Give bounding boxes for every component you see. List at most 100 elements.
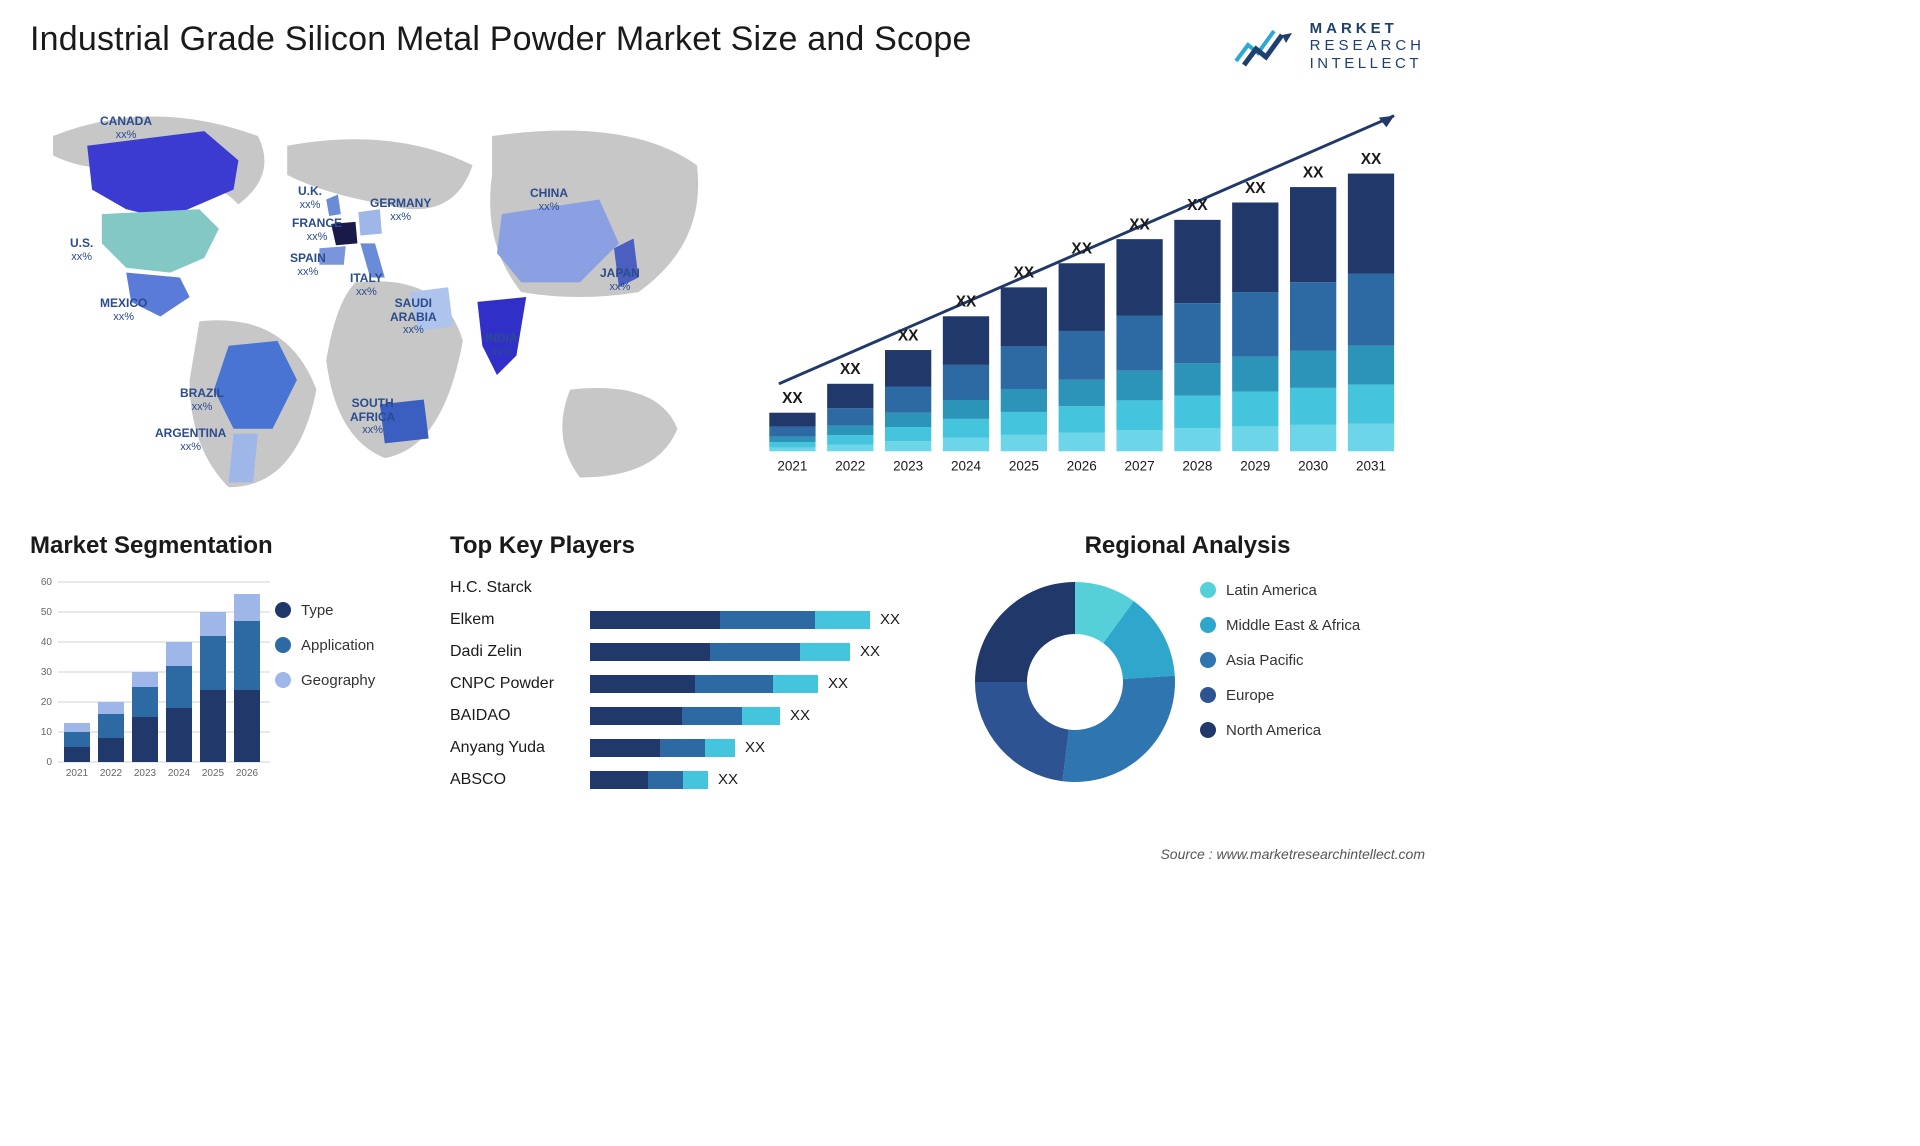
map-label-brazil: BRAZILxx%	[180, 387, 224, 413]
svg-text:XX: XX	[898, 327, 919, 344]
growth-chart: XX 2021 XX 2022 XX 2023 XX 2024 XX 2025 XX 2026 XX 20…	[750, 97, 1425, 497]
player-name: H.C. Starck	[450, 572, 590, 604]
svg-text:XX: XX	[782, 390, 803, 407]
svg-text:30: 30	[41, 667, 53, 678]
seg-legend-geography: Geography	[275, 672, 430, 689]
svg-text:2027: 2027	[1125, 458, 1155, 473]
segmentation-legend: Type Application Geography	[275, 572, 430, 782]
segmentation-chart: 0 10 20 30 40 50 60 2021 2022 2023 2024 2025 2026	[30, 572, 275, 782]
segmentation-panel: Market Segmentation 0 10 20 30 40 50 60 2021 202…	[30, 532, 430, 796]
map-label-saudi-arabia: SAUDIARABIAxx%	[390, 297, 437, 337]
svg-text:2030: 2030	[1298, 458, 1328, 473]
svg-text:XX: XX	[1361, 151, 1382, 168]
source-note: Source : www.marketresearchintellect.com	[1160, 846, 1425, 862]
player-names: H.C. StarckElkemDadi ZelinCNPC PowderBAI…	[450, 572, 590, 796]
svg-text:60: 60	[41, 577, 53, 588]
regional-legend-item: Asia Pacific	[1200, 652, 1425, 669]
player-bar-row: XX	[590, 604, 930, 636]
player-name: ABSCO	[450, 764, 590, 796]
svg-text:2024: 2024	[168, 768, 191, 779]
players-panel: Top Key Players H.C. StarckElkemDadi Zel…	[450, 532, 930, 796]
logo-text: MARKET RESEARCH INTELLECT	[1310, 20, 1425, 72]
regional-legend-item: Middle East & Africa	[1200, 617, 1425, 634]
player-bar-row: XX	[590, 732, 930, 764]
svg-text:2026: 2026	[1067, 458, 1097, 473]
regional-title: Regional Analysis	[950, 532, 1425, 560]
svg-text:XX: XX	[1187, 197, 1208, 214]
logo-line1: MARKET	[1310, 20, 1425, 37]
regional-legend-item: Europe	[1200, 687, 1425, 704]
top-row: CANADAxx% U.S.xx% MEXICOxx% BRAZILxx% ARGENT…	[30, 97, 1425, 497]
donut-chart-svg	[965, 572, 1185, 792]
player-name: Elkem	[450, 604, 590, 636]
brand-logo: MARKET RESEARCH INTELLECT	[1234, 20, 1425, 72]
svg-text:XX: XX	[1303, 164, 1324, 181]
svg-text:XX: XX	[1071, 240, 1092, 257]
map-label-china: CHINAxx%	[530, 187, 568, 213]
player-bars: XXXXXXXXXXXX	[590, 572, 930, 796]
svg-text:2023: 2023	[134, 768, 157, 779]
svg-text:20: 20	[41, 697, 53, 708]
growth-chart-svg: XX 2021 XX 2022 XX 2023 XX 2024 XX 2025 XX 2026 XX 20…	[750, 97, 1425, 497]
svg-text:2029: 2029	[1240, 458, 1270, 473]
player-name: BAIDAO	[450, 700, 590, 732]
svg-text:10: 10	[41, 727, 53, 738]
map-label-india: INDIAxx%	[485, 332, 518, 358]
player-name: Dadi Zelin	[450, 636, 590, 668]
bottom-row: Market Segmentation 0 10 20 30 40 50 60 2021 202…	[30, 532, 1425, 796]
regional-legend-item: North America	[1200, 722, 1425, 739]
map-label-germany: GERMANYxx%	[370, 197, 431, 223]
page-title: Industrial Grade Silicon Metal Powder Ma…	[30, 20, 972, 59]
map-label-italy: ITALYxx%	[350, 272, 383, 298]
map-label-spain: SPAINxx%	[290, 252, 326, 278]
svg-text:2025: 2025	[202, 768, 225, 779]
logo-line2: RESEARCH	[1310, 37, 1425, 54]
svg-text:50: 50	[41, 607, 53, 618]
map-label-argentina: ARGENTINAxx%	[155, 427, 226, 453]
regional-legend: Latin America Middle East & Africa Asia Pa…	[1200, 572, 1425, 792]
world-map: CANADAxx% U.S.xx% MEXICOxx% BRAZILxx% ARGENT…	[30, 97, 720, 497]
logo-mark-icon	[1234, 23, 1300, 69]
header: Industrial Grade Silicon Metal Powder Ma…	[30, 20, 1425, 72]
map-label-france: FRANCExx%	[292, 217, 342, 243]
map-label-u-s-: U.S.xx%	[70, 237, 93, 263]
player-bar-row: XX	[590, 636, 930, 668]
svg-text:XX: XX	[1129, 216, 1150, 233]
regional-panel: Regional Analysis Latin America Middle Ea…	[950, 532, 1425, 796]
player-bar-row: XX	[590, 700, 930, 732]
svg-text:XX: XX	[1014, 264, 1035, 281]
svg-text:2021: 2021	[777, 458, 807, 473]
svg-text:2025: 2025	[1009, 458, 1039, 473]
svg-text:40: 40	[41, 637, 53, 648]
svg-text:2021: 2021	[66, 768, 89, 779]
svg-text:XX: XX	[1245, 180, 1266, 197]
svg-text:2026: 2026	[236, 768, 259, 779]
regional-legend-item: Latin America	[1200, 582, 1425, 599]
donut-wrap	[950, 572, 1200, 792]
segmentation-chart-svg: 0 10 20 30 40 50 60 2021 2022 2023 2024 2025 2026	[30, 572, 275, 782]
svg-text:2028: 2028	[1182, 458, 1212, 473]
player-name: Anyang Yuda	[450, 732, 590, 764]
svg-text:2022: 2022	[100, 768, 123, 779]
players-title: Top Key Players	[450, 532, 930, 560]
svg-text:2023: 2023	[893, 458, 923, 473]
logo-line3: INTELLECT	[1310, 55, 1425, 72]
svg-text:XX: XX	[956, 293, 977, 310]
map-label-canada: CANADAxx%	[100, 115, 152, 141]
segmentation-title: Market Segmentation	[30, 532, 430, 560]
svg-text:2022: 2022	[835, 458, 865, 473]
map-label-japan: JAPANxx%	[600, 267, 640, 293]
svg-text:0: 0	[46, 757, 52, 768]
player-bar-row: XX	[590, 764, 930, 796]
player-name: CNPC Powder	[450, 668, 590, 700]
seg-legend-application: Application	[275, 637, 430, 654]
map-label-mexico: MEXICOxx%	[100, 297, 147, 323]
player-bar-row	[590, 572, 930, 604]
map-label-u-k-: U.K.xx%	[298, 185, 322, 211]
player-bar-row: XX	[590, 668, 930, 700]
svg-text:2024: 2024	[951, 458, 982, 473]
svg-text:XX: XX	[840, 361, 861, 378]
map-label-south-africa: SOUTHAFRICAxx%	[350, 397, 395, 437]
seg-legend-type: Type	[275, 602, 430, 619]
svg-text:2031: 2031	[1356, 458, 1386, 473]
